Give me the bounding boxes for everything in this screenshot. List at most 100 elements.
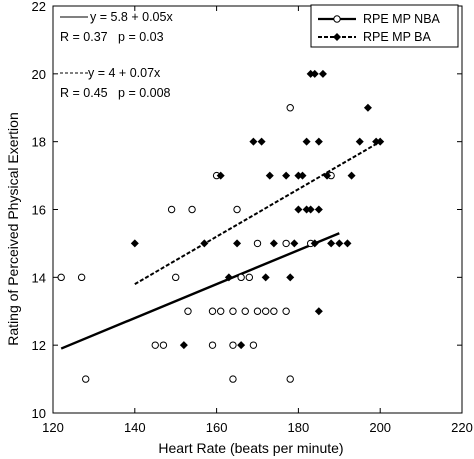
point-nba (216, 307, 225, 315)
point-nba (282, 307, 290, 315)
point-ba (249, 137, 258, 146)
y-axis-title: Rating of Perceived Physical Exertion (5, 112, 21, 345)
y-axis-ticks: 10 12 14 16 18 20 22 (32, 0, 462, 421)
point-ba (282, 171, 291, 180)
point-ba (294, 171, 303, 180)
y-tick-label: 14 (32, 270, 46, 285)
point-ba (290, 239, 299, 248)
point-nba (188, 205, 196, 214)
annotation-nba-equation: y = 5.8 + 0.05x (90, 10, 173, 24)
point-nba (253, 307, 262, 315)
point-nba (229, 307, 237, 315)
y-tick-label: 22 (32, 0, 46, 14)
point-ba (314, 307, 323, 316)
y-tick-label: 10 (32, 406, 46, 421)
point-nba (233, 205, 241, 214)
y-tick-label: 18 (32, 135, 46, 150)
point-nba (241, 307, 249, 315)
point-ba (314, 137, 323, 146)
point-ba (130, 239, 139, 248)
point-ba (376, 137, 385, 146)
point-nba (245, 273, 254, 282)
point-ba (355, 137, 364, 146)
annotation-nba-stats: R = 0.37 p = 0.03 (60, 30, 164, 44)
point-nba (151, 341, 159, 349)
point-nba (286, 375, 294, 383)
x-tick-label: 160 (206, 420, 228, 435)
point-ba (327, 239, 336, 248)
point-ba (302, 137, 311, 146)
point-ba (310, 69, 319, 78)
x-tick-label: 120 (42, 420, 64, 435)
point-ba (237, 341, 246, 350)
point-ba (261, 273, 270, 282)
point-ba (265, 171, 274, 180)
point-ba (318, 69, 327, 78)
x-axis-ticks: 120 140 160 180 200 220 (42, 6, 473, 435)
annotation-ba: y = 4 + 0.07x R = 0.45 p = 0.008 (60, 66, 171, 100)
point-ba (233, 239, 242, 248)
point-ba (347, 171, 356, 180)
point-nba (159, 341, 168, 349)
annotation-nba: y = 5.8 + 0.05x R = 0.37 p = 0.03 (60, 10, 173, 44)
y-tick-label: 12 (32, 338, 46, 353)
annotation-ba-stats: R = 0.45 p = 0.008 (60, 86, 171, 100)
fit-line-nba (60, 232, 340, 350)
point-nba (237, 273, 245, 282)
point-nba (167, 205, 176, 214)
point-nba (270, 307, 278, 315)
legend-nba-label: RPE MP NBA (363, 12, 441, 26)
point-nba (208, 341, 217, 349)
y-tick-label: 16 (32, 203, 46, 218)
point-nba (229, 341, 237, 349)
point-nba (286, 104, 294, 112)
legend: RPE MP NBA RPE MP BA (310, 4, 459, 48)
point-ba (343, 239, 352, 248)
point-nba (253, 239, 262, 248)
point-ba (310, 239, 319, 248)
legend-nba-circle-icon (333, 15, 341, 23)
point-ba (306, 69, 315, 78)
point-nba (184, 307, 192, 315)
point-ba (298, 171, 307, 180)
point-nba (77, 273, 86, 282)
point-ba (314, 205, 323, 214)
legend-box (310, 4, 459, 48)
annotation-ba-equation: y = 4 + 0.07x (88, 66, 161, 80)
data-markers (57, 69, 385, 383)
x-tick-label: 200 (369, 420, 391, 435)
x-tick-label: 220 (451, 420, 473, 435)
point-ba (372, 137, 381, 146)
point-ba (306, 205, 315, 214)
point-ba (257, 137, 266, 146)
x-tick-label: 140 (124, 420, 146, 435)
point-ba (179, 341, 188, 350)
point-ba (200, 239, 209, 248)
point-nba (172, 273, 180, 282)
point-ba (224, 273, 233, 282)
x-axis-title: Heart Rate (beats per minute) (158, 440, 343, 456)
point-nba (57, 273, 65, 282)
point-nba (261, 307, 270, 315)
point-ba (269, 239, 278, 248)
point-ba (335, 239, 344, 248)
legend-ba-diamond-icon (333, 33, 341, 41)
legend-ba-label: RPE MP BA (363, 30, 432, 44)
fit-line-ba (134, 140, 381, 285)
point-ba (286, 273, 295, 282)
fit-lines (60, 140, 381, 350)
point-ba (302, 205, 311, 214)
point-nba (249, 341, 258, 349)
point-nba (82, 375, 90, 383)
point-ba (363, 103, 372, 112)
point-ba (216, 171, 225, 180)
point-nba (282, 239, 290, 248)
y-tick-label: 20 (32, 67, 46, 82)
point-nba (208, 307, 217, 315)
point-nba (229, 375, 237, 383)
x-tick-label: 180 (288, 420, 310, 435)
point-ba (323, 171, 332, 180)
point-ba (294, 205, 303, 214)
